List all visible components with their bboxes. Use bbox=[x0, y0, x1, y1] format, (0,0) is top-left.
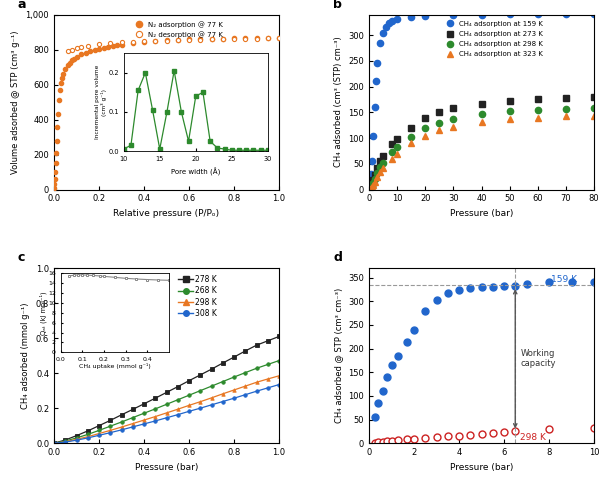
Legend: CH₄ adsorption at 159 K, CH₄ adsorption at 273 K, CH₄ adsorption at 298 K, CH₄ a: CH₄ adsorption at 159 K, CH₄ adsorption … bbox=[440, 18, 545, 60]
Text: a: a bbox=[18, 0, 26, 11]
Y-axis label: Volume adsorbed @ STP (cm³ g⁻¹): Volume adsorbed @ STP (cm³ g⁻¹) bbox=[11, 30, 20, 174]
Text: c: c bbox=[18, 251, 25, 264]
Text: Working
capacity: Working capacity bbox=[521, 349, 556, 369]
X-axis label: Pressure (bar): Pressure (bar) bbox=[135, 463, 198, 471]
Text: b: b bbox=[333, 0, 342, 11]
Y-axis label: CH₄ adsorbed (cm³ (STP) cm⁻³): CH₄ adsorbed (cm³ (STP) cm⁻³) bbox=[334, 37, 343, 168]
Legend: 278 K, 268 K, 298 K, 308 K: 278 K, 268 K, 298 K, 308 K bbox=[175, 272, 220, 321]
Text: 159 K: 159 K bbox=[551, 276, 577, 284]
X-axis label: Pressure (bar): Pressure (bar) bbox=[450, 463, 513, 471]
Y-axis label: CH₄ adsorbed @ STP (cm³ cm⁻³): CH₄ adsorbed @ STP (cm³ cm⁻³) bbox=[334, 288, 343, 423]
Y-axis label: CH₄ adsorbed (mmol g⁻¹): CH₄ adsorbed (mmol g⁻¹) bbox=[22, 302, 31, 409]
X-axis label: Pressure (bar): Pressure (bar) bbox=[450, 209, 513, 218]
X-axis label: Relative pressure (P/Pₒ): Relative pressure (P/Pₒ) bbox=[113, 209, 220, 218]
Legend: N₂ adsorption @ 77 K, N₂ desorption @ 77 K: N₂ adsorption @ 77 K, N₂ desorption @ 77… bbox=[130, 18, 226, 40]
Text: 298 K: 298 K bbox=[520, 433, 545, 442]
Text: d: d bbox=[333, 251, 342, 264]
